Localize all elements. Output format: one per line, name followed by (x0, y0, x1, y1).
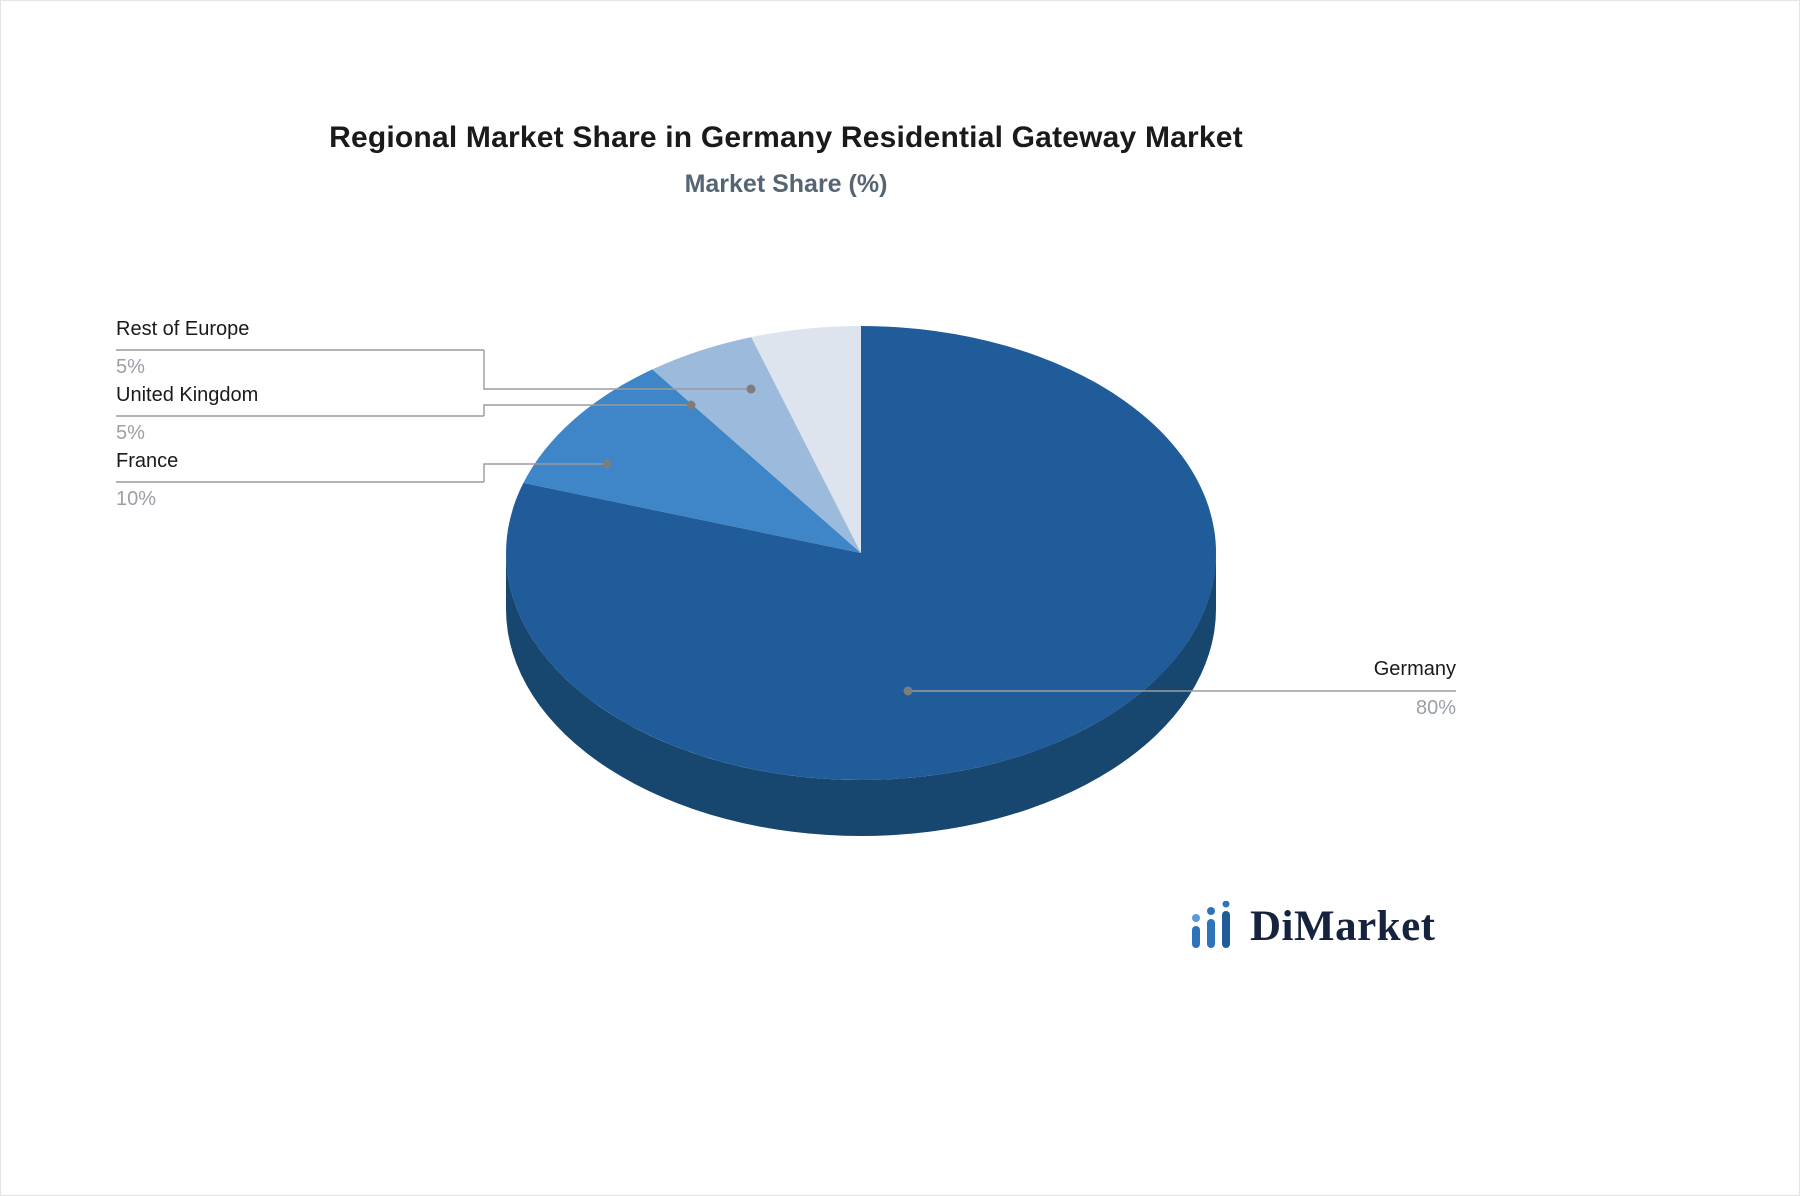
bar-chart-icon (1192, 901, 1230, 948)
chart-title: Regional Market Share in Germany Residen… (329, 121, 1243, 154)
pie-slice-rest-of-europe[interactable] (751, 326, 861, 553)
value-rest-of-europe: 5% (116, 356, 145, 378)
leader-dot-france (602, 459, 612, 469)
brand-name: DiMarket (1250, 902, 1436, 950)
pie-slice-france[interactable] (523, 369, 861, 553)
leader-dot-rest-of-europe (746, 384, 756, 394)
value-france: 10% (116, 488, 157, 510)
value-united-kingdom: 5% (116, 422, 145, 444)
leader-dot-germany (903, 686, 913, 696)
pie-slice-united-kingdom[interactable] (652, 337, 861, 553)
leader-dot-united-kingdom (686, 400, 696, 410)
leader-lines (116, 349, 1456, 696)
label-germany: Germany (1373, 658, 1456, 680)
label-rest-of-europe: Rest of Europe (116, 318, 250, 340)
leader-elbow-united-kingdom (483, 404, 691, 416)
dimarket-logo: DiMarket (1186, 901, 1436, 951)
label-united-kingdom: United Kingdom (116, 384, 259, 406)
label-france: France (116, 450, 179, 472)
leader-elbow-france (483, 463, 607, 482)
pie-3d-group (506, 326, 1217, 836)
chart-subtitle: Market Share (%) (684, 170, 888, 198)
value-germany: 80% (1415, 697, 1456, 719)
pie-slice-germany[interactable] (506, 326, 1217, 780)
leader-elbow-rest-of-europe (483, 350, 751, 390)
pie-side-wall (506, 553, 1216, 836)
